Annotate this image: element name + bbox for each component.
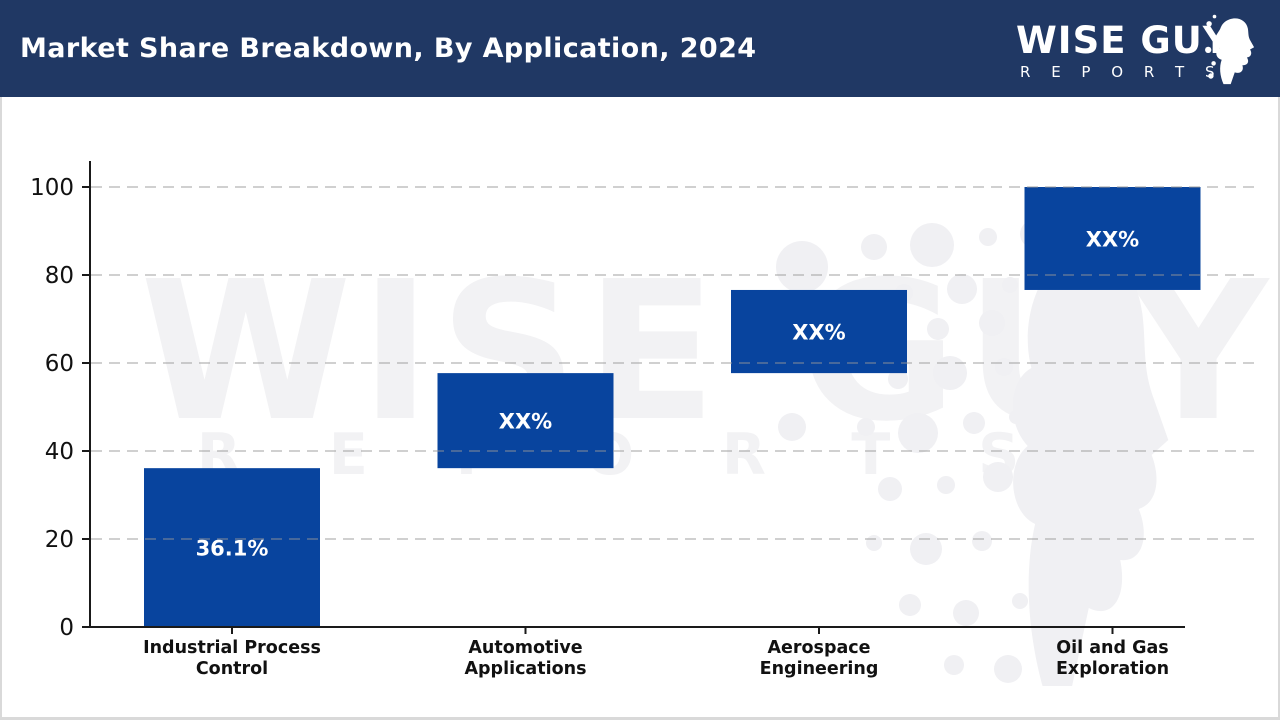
brand-reports: R E P O R T S [1020,63,1222,81]
y-tick-label: 40 [45,439,74,465]
bar-value-label: XX% [792,321,845,345]
y-tick-label: 0 [59,615,74,641]
face-logo-icon [1205,14,1255,84]
page-title: Market Share Breakdown, By Application, … [20,33,757,64]
bar-value-label: XX% [499,410,552,434]
x-category-label-aerospace-engineering: Aerospace Engineering [760,638,879,679]
x-category-label-industrial-process-control: Industrial Process Control [143,638,321,679]
brand-wordmark: WISE GUY [1016,19,1231,62]
chart-canvas: WISE GUY REPORTS [0,97,1280,720]
y-tick-label: 60 [45,351,74,377]
y-tick-label: 20 [45,527,74,553]
y-tick-label: 80 [45,263,74,289]
bar-automotive-applications [437,373,614,469]
app-header: Market Share Breakdown, By Application, … [0,0,1280,97]
market-share-chart: 36.1% XX% XX% XX% 0 20 40 60 80 100 Industrial Pro… [30,161,1254,679]
bar-oil-and-gas-exploration [1024,187,1201,290]
bar-value-label: 36.1% [196,537,269,561]
x-category-label-automotive-applications: Automotive Applications [464,638,586,679]
bar-value-label: XX% [1086,227,1139,251]
brand-logo: WISE GUY R E P O R T S [1016,14,1255,84]
y-tick-label: 100 [30,175,74,201]
bar-industrial-process-control [144,468,320,627]
bar-aerospace-engineering [731,289,907,374]
x-category-label-oil-and-gas-exploration: Oil and Gas Exploration [1056,638,1169,679]
